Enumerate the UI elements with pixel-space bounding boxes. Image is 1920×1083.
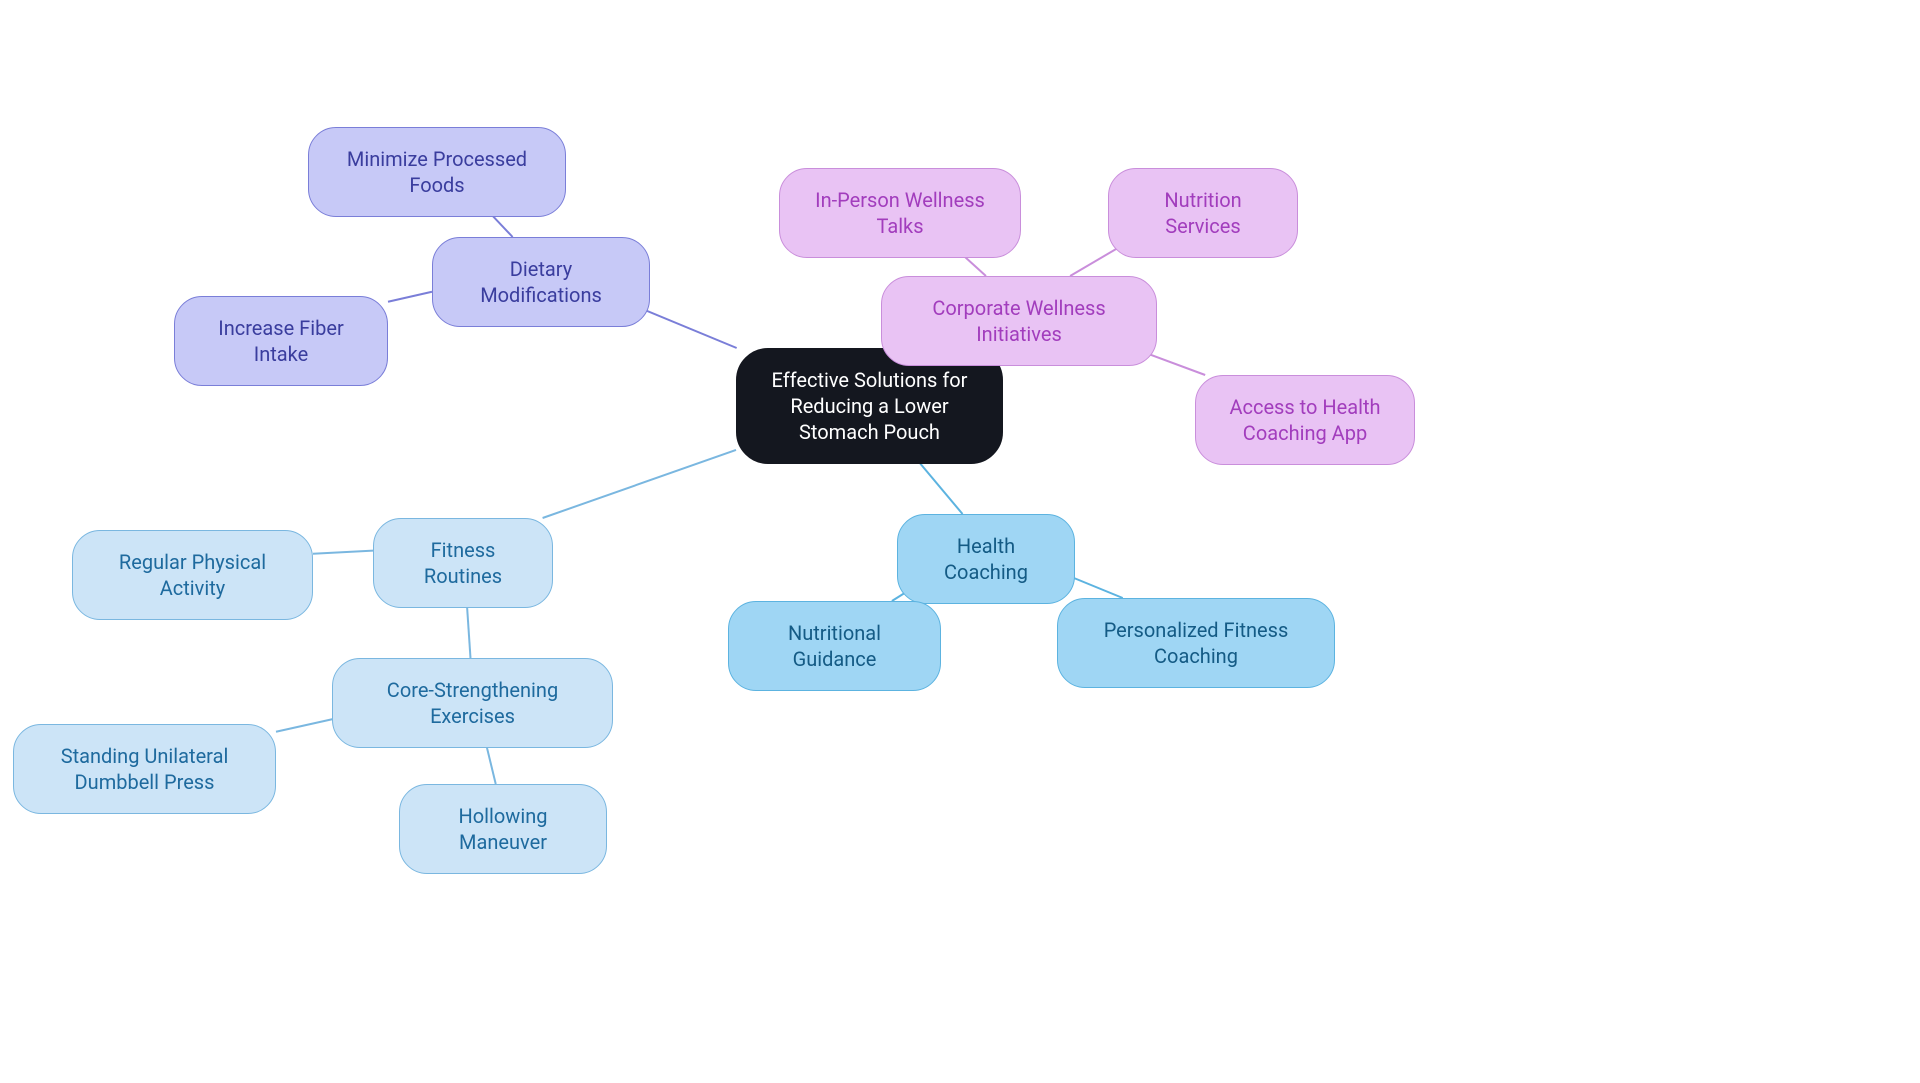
edge-center-health_coaching <box>916 458 963 514</box>
node-personalized: Personalized Fitness Coaching <box>1057 598 1335 688</box>
node-talks: In-Person Wellness Talks <box>779 168 1021 258</box>
node-health_coaching: Health Coaching <box>897 514 1075 604</box>
node-fiber: Increase Fiber Intake <box>174 296 388 386</box>
node-core: Core-Strengthening Exercises <box>332 658 613 748</box>
node-regular: Regular Physical Activity <box>72 530 313 620</box>
node-nutritional: Nutritional Guidance <box>728 601 941 691</box>
node-coaching_app: Access to Health Coaching App <box>1195 375 1415 465</box>
node-processed: Minimize Processed Foods <box>308 127 566 217</box>
node-fitness: Fitness Routines <box>373 518 553 608</box>
edge-fitness-regular <box>313 551 373 554</box>
node-nutrition_svc: Nutrition Services <box>1108 168 1298 258</box>
edge-center-fitness <box>543 450 736 518</box>
node-corporate: Corporate Wellness Initiatives <box>881 276 1157 366</box>
node-dietary: Dietary Modifications <box>432 237 650 327</box>
edge-core-standing <box>276 718 338 732</box>
node-hollowing: Hollowing Maneuver <box>399 784 607 874</box>
edge-dietary-fiber <box>388 292 432 302</box>
node-standing: Standing Unilateral Dumbbell Press <box>13 724 276 814</box>
